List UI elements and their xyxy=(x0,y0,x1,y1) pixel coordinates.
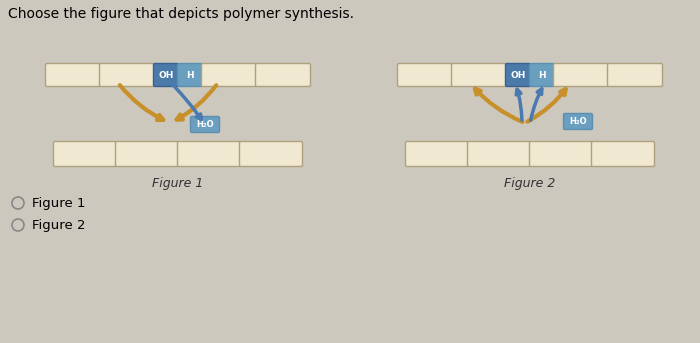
FancyBboxPatch shape xyxy=(99,63,155,86)
FancyBboxPatch shape xyxy=(468,142,531,166)
FancyBboxPatch shape xyxy=(239,142,302,166)
Text: Figure 1: Figure 1 xyxy=(32,197,85,210)
FancyBboxPatch shape xyxy=(405,142,468,166)
FancyBboxPatch shape xyxy=(256,63,311,86)
FancyBboxPatch shape xyxy=(116,142,178,166)
FancyBboxPatch shape xyxy=(190,117,220,132)
FancyBboxPatch shape xyxy=(53,142,116,166)
FancyBboxPatch shape xyxy=(153,63,178,86)
FancyBboxPatch shape xyxy=(178,63,202,86)
Text: OH: OH xyxy=(158,71,174,80)
Text: Figure 2: Figure 2 xyxy=(504,177,556,190)
Text: Figure 1: Figure 1 xyxy=(153,177,204,190)
Text: OH: OH xyxy=(510,71,526,80)
FancyBboxPatch shape xyxy=(564,114,592,130)
FancyBboxPatch shape xyxy=(505,63,531,86)
FancyBboxPatch shape xyxy=(46,63,101,86)
FancyBboxPatch shape xyxy=(452,63,507,86)
FancyBboxPatch shape xyxy=(554,63,608,86)
FancyBboxPatch shape xyxy=(608,63,662,86)
Text: H: H xyxy=(538,71,546,80)
FancyBboxPatch shape xyxy=(398,63,452,86)
FancyBboxPatch shape xyxy=(178,142,241,166)
Text: H₂O: H₂O xyxy=(196,120,214,129)
Text: H: H xyxy=(186,71,194,80)
FancyBboxPatch shape xyxy=(529,63,554,86)
Text: Choose the figure that depicts polymer synthesis.: Choose the figure that depicts polymer s… xyxy=(8,7,354,21)
Text: H₂O: H₂O xyxy=(569,117,587,126)
FancyBboxPatch shape xyxy=(202,63,256,86)
Text: Figure 2: Figure 2 xyxy=(32,218,85,232)
FancyBboxPatch shape xyxy=(592,142,654,166)
FancyBboxPatch shape xyxy=(529,142,592,166)
